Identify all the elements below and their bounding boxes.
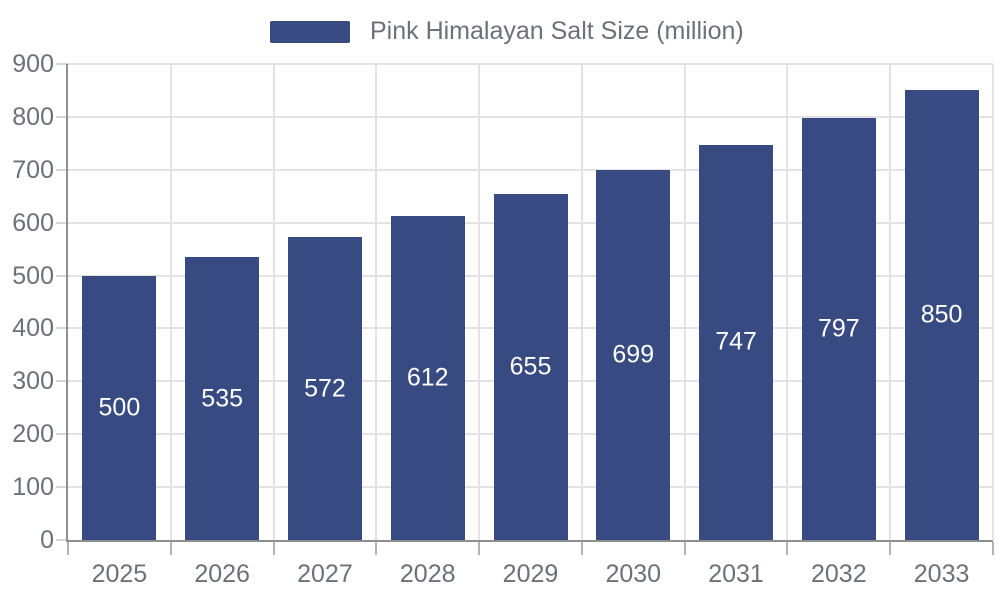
v-gridline [992,64,994,540]
y-axis-label: 200 [12,420,54,449]
h-gridline [68,168,993,171]
y-axis-tick [56,168,69,171]
x-axis-tick [786,542,789,555]
y-axis-tick [56,63,69,65]
y-axis-tick [56,327,69,330]
x-axis-tick [272,542,275,555]
y-axis-tick [56,486,69,489]
y-axis-label: 100 [12,473,54,502]
v-gridline [375,64,378,540]
y-axis-label: 0 [40,526,54,554]
x-axis-label-2032: 2032 [811,560,867,588]
legend: Pink Himalayan Salt Size (million) [270,17,744,46]
x-axis-label-2025: 2025 [91,560,148,588]
x-axis-tick [375,542,378,555]
legend-item-salt-size[interactable]: Pink Himalayan Salt Size (million) [270,17,744,46]
x-axis-label-2031: 2031 [708,560,764,588]
y-axis-tick [56,539,69,541]
bar-value-label: 699 [612,340,655,369]
bar-value-label: 572 [304,374,346,403]
bar-2032[interactable]: 797 [801,118,876,540]
y-axis-label: 500 [12,261,54,290]
y-axis-label: 900 [12,50,54,78]
y-axis-tick [56,221,69,224]
v-gridline [683,64,686,540]
x-axis-label-2030: 2030 [605,560,662,588]
bar-2026[interactable]: 535 [185,257,260,540]
legend-swatch-icon [270,20,350,43]
x-axis-tick [478,542,481,555]
y-axis-label: 700 [12,155,54,184]
bar-value-label: 655 [509,352,552,381]
v-gridline [272,64,275,540]
x-axis-tick [683,542,686,555]
x-axis-tick [580,542,583,555]
x-axis-line [66,540,993,542]
h-gridline [68,63,993,65]
y-axis-tick [56,274,69,277]
bar-2030[interactable]: 699 [596,170,671,540]
y-axis-line [66,64,68,542]
v-gridline [786,64,789,540]
bar-value-label: 612 [406,363,449,392]
x-axis-label-2027: 2027 [297,560,353,588]
y-axis-tick [56,115,69,118]
bar-value-label: 747 [715,327,757,356]
y-axis-label: 800 [12,102,54,131]
x-axis-label-2033: 2033 [913,560,970,588]
y-axis-tick [56,380,69,383]
v-gridline [478,64,481,540]
h-gridline [68,115,993,118]
v-gridline [889,64,892,540]
bar-2029[interactable]: 655 [493,193,568,540]
bar-2033[interactable]: 850 [904,90,979,540]
y-axis-tick [56,433,69,436]
bar-value-label: 535 [201,384,244,412]
x-axis-tick [992,542,994,555]
bar-value-label: 850 [920,300,963,329]
x-axis-label-2028: 2028 [399,560,456,588]
x-axis-tick [169,542,172,555]
bar-2031[interactable]: 747 [699,144,774,540]
legend-label: Pink Himalayan Salt Size (million) [370,17,744,45]
v-gridline [169,64,172,540]
y-axis-label: 600 [12,208,54,237]
bar-value-label: 500 [98,393,141,422]
x-axis-tick [889,542,892,555]
x-axis-label-2026: 2026 [194,560,250,588]
bar-2027[interactable]: 572 [287,237,362,540]
y-axis-label: 300 [12,367,54,396]
v-gridline [580,64,583,540]
x-axis-label-2029: 2029 [502,560,559,588]
bar-2028[interactable]: 612 [390,216,465,540]
x-axis-tick [67,542,69,555]
y-axis-label: 400 [12,314,54,343]
bar-2025[interactable]: 500 [82,275,157,540]
bar-value-label: 797 [817,314,860,343]
